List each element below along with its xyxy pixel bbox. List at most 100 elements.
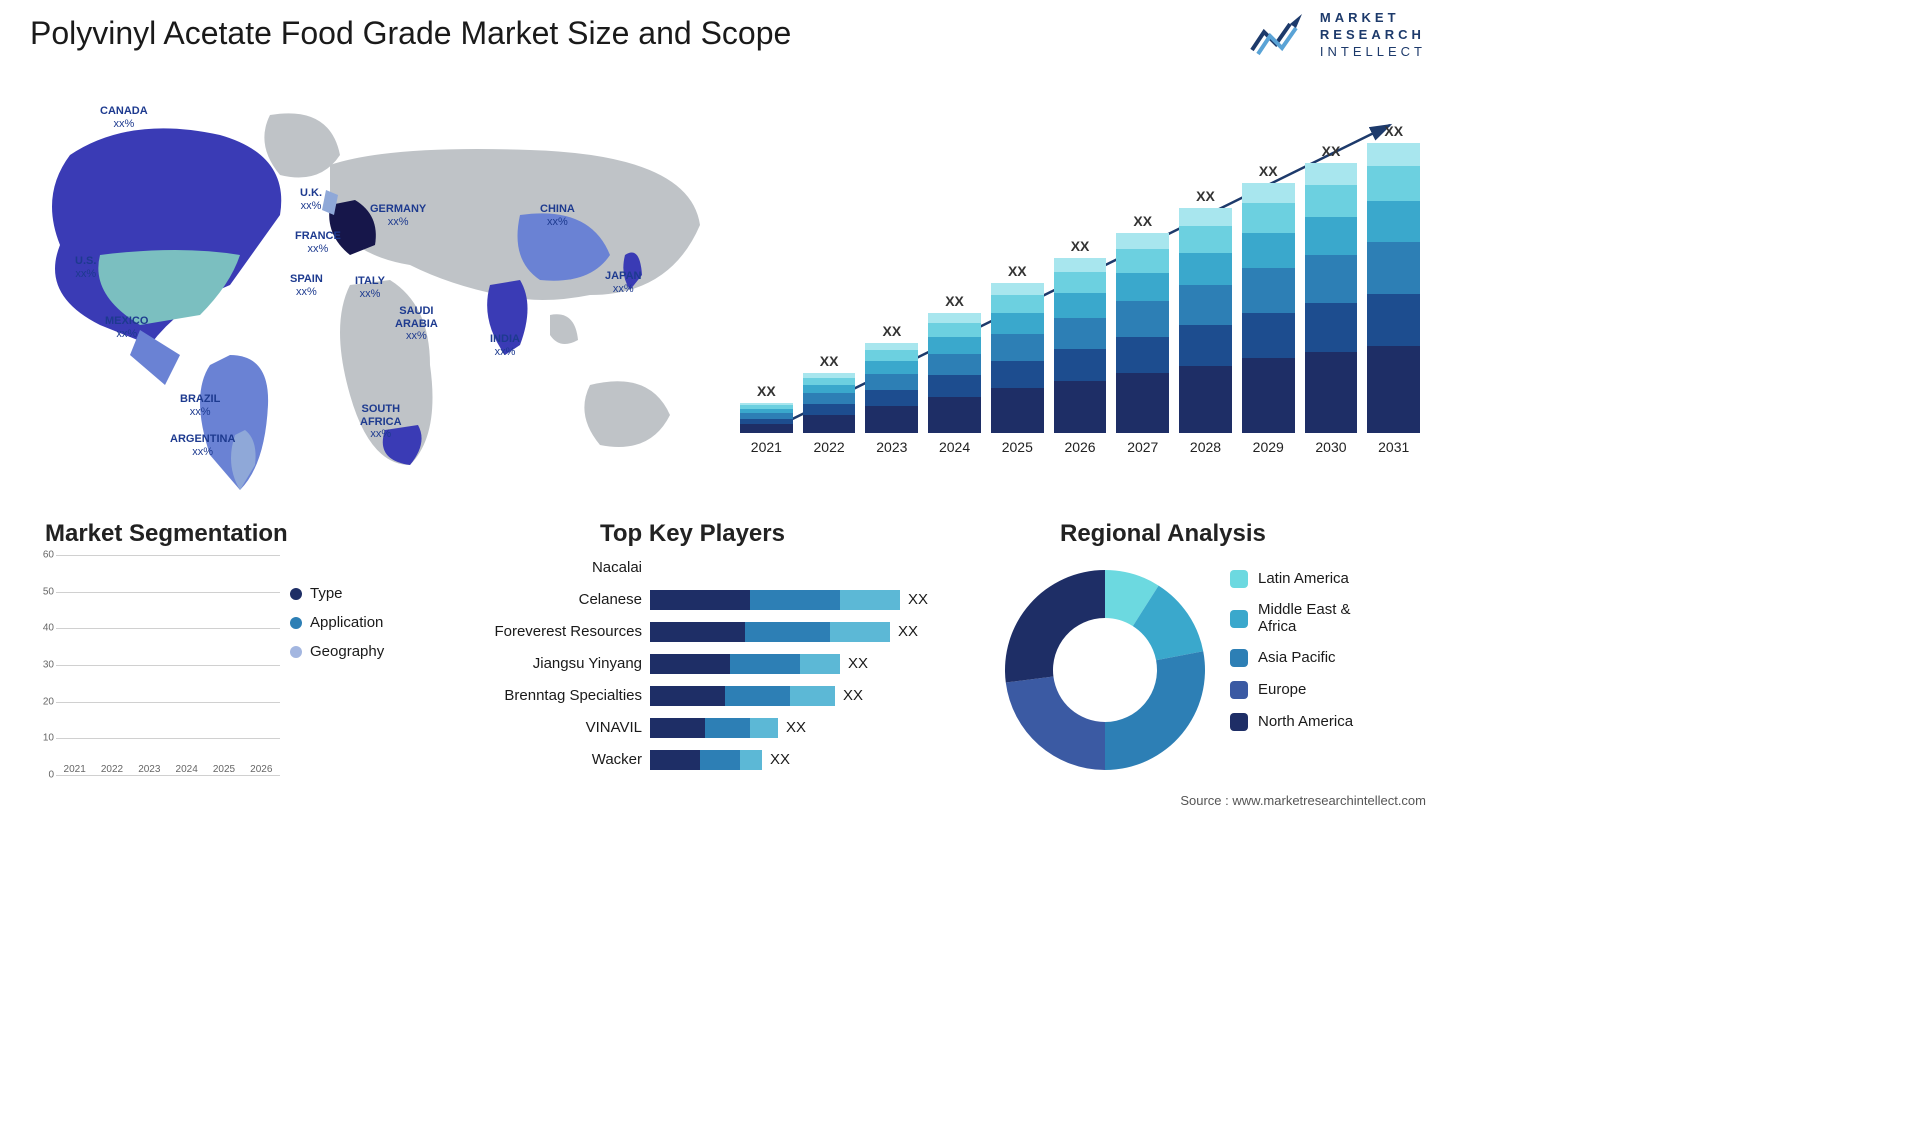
- region-legend-middle-east-africa: Middle East &Africa: [1230, 602, 1353, 635]
- player-row-wacker: Wacker XX: [480, 747, 980, 772]
- growth-year-label: 2023: [876, 439, 907, 455]
- logo-line3: INTELLECT: [1320, 44, 1426, 61]
- map-label-germany: GERMANYxx%: [370, 203, 426, 228]
- growth-bar-2027: XX 2027: [1116, 213, 1169, 455]
- player-row-celanese: Celanese XX: [480, 587, 980, 612]
- growth-bar-value: XX: [757, 383, 776, 399]
- seg-bar-2023: 2023: [135, 760, 164, 775]
- world-map-panel: CANADAxx% U.S.xx% MEXICOxx% BRAZILxx% ARGENT…: [30, 95, 710, 495]
- map-label-brazil: BRAZILxx%: [180, 393, 220, 418]
- growth-bar-2024: XX 2024: [928, 293, 981, 455]
- segmentation-chart: 0102030405060 202120222023202420252026 T…: [30, 555, 450, 795]
- regional-legend: Latin America Middle East &Africa Asia Pac…: [1230, 570, 1353, 745]
- seg-bar-2025: 2025: [209, 760, 238, 775]
- growth-bar-chart: XX 2021 XX 2022 XX 2023 XX 2024 XX 2025 XX 2026 XX 20…: [740, 100, 1420, 480]
- player-value: XX: [908, 591, 928, 608]
- growth-bar-value: XX: [1322, 143, 1341, 159]
- player-name: VINAVIL: [480, 719, 650, 736]
- growth-bar-2023: XX 2023: [865, 323, 918, 455]
- growth-bar-value: XX: [945, 293, 964, 309]
- seg-legend-type: Type: [290, 585, 450, 602]
- source-note: Source : www.marketresearchintellect.com: [1180, 793, 1426, 808]
- growth-year-label: 2031: [1378, 439, 1409, 455]
- logo-line1: MARKET: [1320, 10, 1426, 27]
- logo-line2: RESEARCH: [1320, 27, 1426, 44]
- regional-title: Regional Analysis: [1060, 520, 1266, 548]
- player-value: XX: [848, 655, 868, 672]
- player-value: XX: [786, 719, 806, 736]
- map-label-argentina: ARGENTINAxx%: [170, 433, 235, 458]
- player-row-foreverest-resources: Foreverest Resources XX: [480, 619, 980, 644]
- player-row-jiangsu-yinyang: Jiangsu Yinyang XX: [480, 651, 980, 676]
- growth-bar-2031: XX 2031: [1367, 123, 1420, 455]
- map-label-france: FRANCExx%: [295, 230, 341, 255]
- player-name: Wacker: [480, 751, 650, 768]
- growth-year-label: 2021: [751, 439, 782, 455]
- growth-year-label: 2027: [1127, 439, 1158, 455]
- growth-bar-2026: XX 2026: [1054, 238, 1107, 455]
- growth-year-label: 2024: [939, 439, 970, 455]
- region-legend-asia-pacific: Asia Pacific: [1230, 649, 1353, 667]
- player-name: Jiangsu Yinyang: [480, 655, 650, 672]
- growth-year-label: 2028: [1190, 439, 1221, 455]
- growth-bar-2022: XX 2022: [803, 353, 856, 455]
- growth-year-label: 2030: [1315, 439, 1346, 455]
- growth-bar-2029: XX 2029: [1242, 163, 1295, 455]
- page-title: Polyvinyl Acetate Food Grade Market Size…: [30, 15, 791, 52]
- map-label-italy: ITALYxx%: [355, 275, 385, 300]
- growth-bar-value: XX: [1071, 238, 1090, 254]
- players-title: Top Key Players: [600, 520, 785, 548]
- key-players-chart: NacalaiCelaneseXXForeverest ResourcesXXJ…: [480, 555, 980, 795]
- region-legend-north-america: North America: [1230, 713, 1353, 731]
- player-value: XX: [770, 751, 790, 768]
- growth-bar-value: XX: [1133, 213, 1152, 229]
- map-label-india: INDIAxx%: [490, 333, 520, 358]
- player-name: Foreverest Resources: [480, 623, 650, 640]
- seg-legend-application: Application: [290, 614, 450, 631]
- seg-bar-2024: 2024: [172, 760, 201, 775]
- segmentation-legend: Type Application Geography: [290, 585, 450, 672]
- growth-year-label: 2022: [814, 439, 845, 455]
- growth-bar-value: XX: [1384, 123, 1403, 139]
- growth-bar-2028: XX 2028: [1179, 188, 1232, 455]
- map-label-japan: JAPANxx%: [605, 270, 641, 295]
- player-row-vinavil: VINAVIL XX: [480, 715, 980, 740]
- map-label-china: CHINAxx%: [540, 203, 575, 228]
- player-value: XX: [898, 623, 918, 640]
- brand-logo: MARKET RESEARCH INTELLECT: [1250, 10, 1426, 61]
- player-name: Nacalai: [480, 559, 650, 576]
- growth-year-label: 2029: [1253, 439, 1284, 455]
- growth-bar-2021: XX 2021: [740, 383, 793, 455]
- growth-bar-value: XX: [820, 353, 839, 369]
- region-legend-europe: Europe: [1230, 681, 1353, 699]
- growth-year-label: 2026: [1064, 439, 1095, 455]
- growth-year-label: 2025: [1002, 439, 1033, 455]
- map-label-u-s-: U.S.xx%: [75, 255, 96, 280]
- seg-bar-2021: 2021: [60, 760, 89, 775]
- seg-legend-geography: Geography: [290, 643, 450, 660]
- player-row-brenntag-specialties: Brenntag Specialties XX: [480, 683, 980, 708]
- growth-bar-value: XX: [1196, 188, 1215, 204]
- player-row-nacalai: Nacalai: [480, 555, 980, 580]
- growth-bar-2030: XX 2030: [1305, 143, 1358, 455]
- map-label-mexico: MEXICOxx%: [105, 315, 148, 340]
- player-name: Brenntag Specialties: [480, 687, 650, 704]
- map-label-u-k-: U.K.xx%: [300, 187, 322, 212]
- map-label-canada: CANADAxx%: [100, 105, 148, 130]
- seg-bar-2022: 2022: [97, 760, 126, 775]
- map-label-south-africa: SOUTHAFRICAxx%: [360, 403, 402, 441]
- region-legend-latin-america: Latin America: [1230, 570, 1353, 588]
- growth-bar-value: XX: [1259, 163, 1278, 179]
- growth-bar-value: XX: [1008, 263, 1027, 279]
- regional-analysis: Latin America Middle East &Africa Asia Pac…: [1000, 555, 1440, 795]
- donut-chart: [1000, 565, 1210, 775]
- growth-bar-value: XX: [882, 323, 901, 339]
- seg-bar-2026: 2026: [247, 760, 276, 775]
- map-label-saudi-arabia: SAUDIARABIAxx%: [395, 305, 438, 343]
- logo-icon: [1250, 10, 1310, 60]
- player-name: Celanese: [480, 591, 650, 608]
- growth-bar-2025: XX 2025: [991, 263, 1044, 455]
- player-value: XX: [843, 687, 863, 704]
- map-label-spain: SPAINxx%: [290, 273, 323, 298]
- segmentation-title: Market Segmentation: [45, 520, 288, 548]
